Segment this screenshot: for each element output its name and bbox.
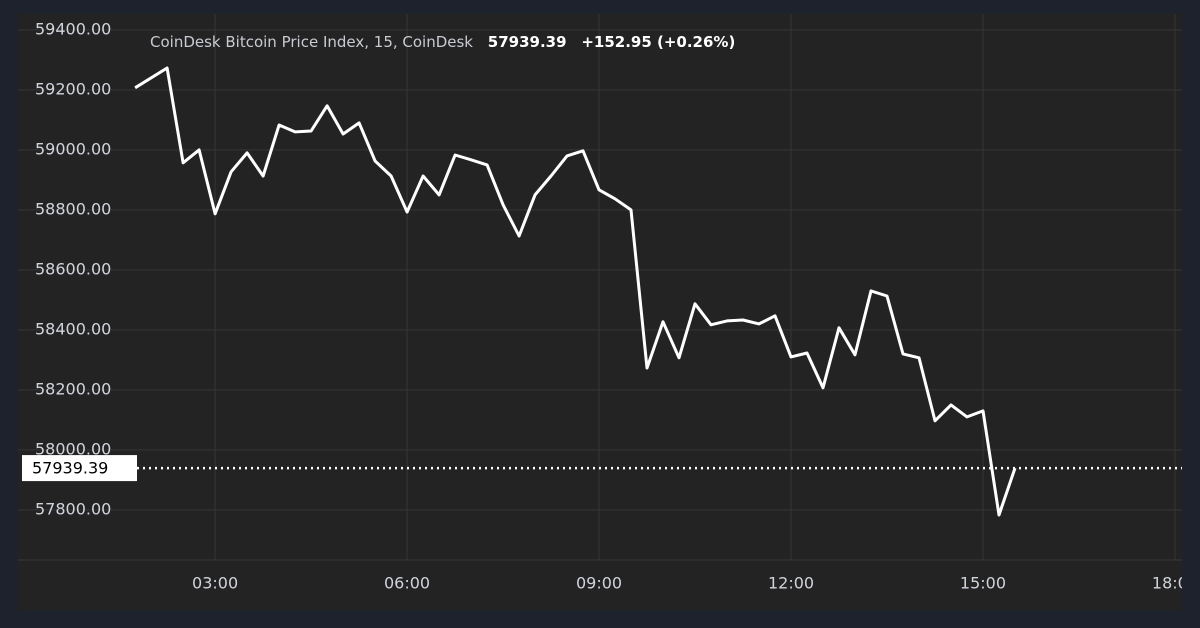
y-tick-label: 58000.00 xyxy=(35,439,111,458)
y-tick-label: 58200.00 xyxy=(35,379,111,398)
header-price: 57939.39 xyxy=(488,33,567,51)
x-tick-label: 09:00 xyxy=(576,574,622,593)
price-line xyxy=(134,66,1017,517)
header-change: +152.95 (+0.26%) xyxy=(581,33,735,51)
y-tick-label: 58800.00 xyxy=(35,199,111,218)
x-tick-label: 18:00 xyxy=(1152,574,1198,593)
price-badge-label: 57939.39 xyxy=(32,459,108,478)
header: CoinDesk Bitcoin Price Index, 15, CoinDe… xyxy=(150,33,735,51)
y-tick-label: 58400.00 xyxy=(35,319,111,338)
x-tick-label: 06:00 xyxy=(384,574,430,593)
y-tick-label: 59400.00 xyxy=(35,19,111,38)
y-tick-label: 59000.00 xyxy=(35,139,111,158)
plot: 03:00 06:00 09:00 12:00 15:00 18:00 xyxy=(18,14,1198,593)
x-tick-label: 03:00 xyxy=(192,574,238,593)
chart-title: CoinDesk Bitcoin Price Index, 15, CoinDe… xyxy=(150,33,473,51)
price-badge xyxy=(22,455,137,482)
panel xyxy=(18,14,1182,610)
x-tick-label: 15:00 xyxy=(960,574,1006,593)
x-tick-label: 12:00 xyxy=(768,574,814,593)
y-tick-label: 58600.00 xyxy=(35,259,111,278)
y-tick-label: 57800.00 xyxy=(35,499,111,518)
y-tick-label: 59200.00 xyxy=(35,79,111,98)
